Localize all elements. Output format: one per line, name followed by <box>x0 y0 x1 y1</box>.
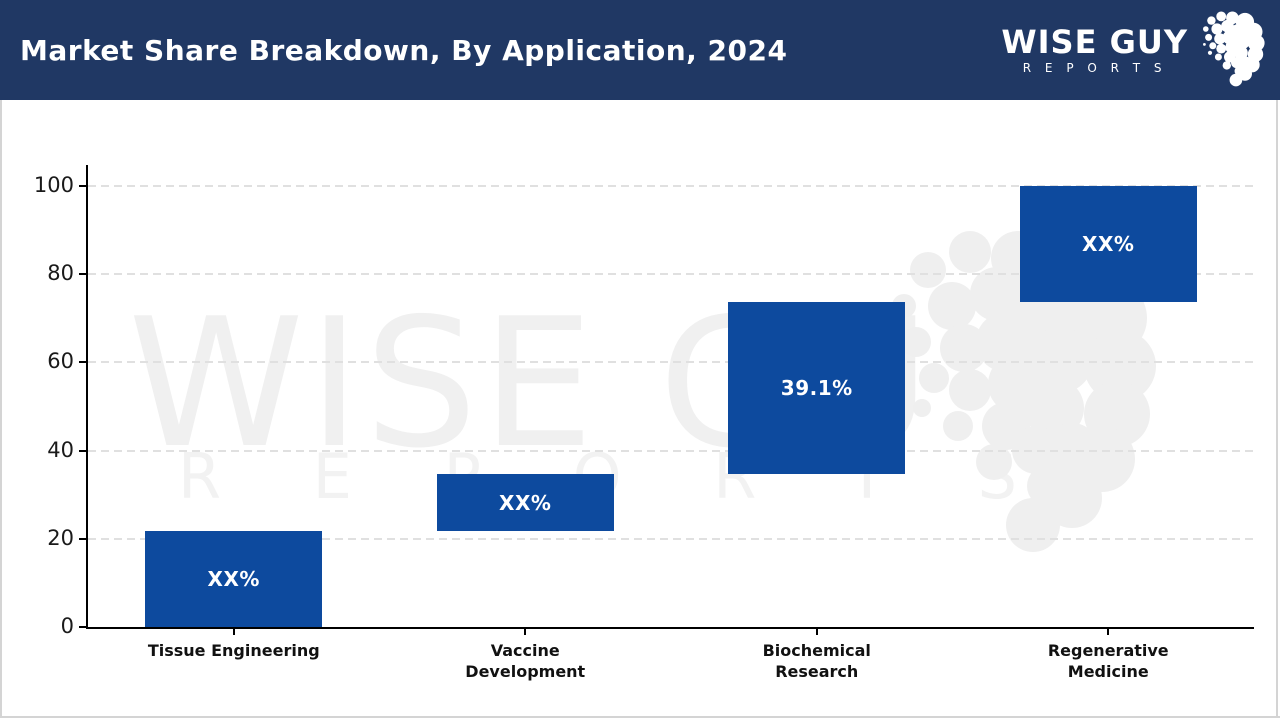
bar-biochemical-research: 39.1% <box>728 302 906 475</box>
x-axis-tick <box>1107 628 1110 635</box>
bar-value-label: XX% <box>1082 232 1135 257</box>
y-axis-tick <box>79 361 86 364</box>
bar-regenerative-medicine: XX% <box>1019 186 1197 303</box>
bar-value-label: XX% <box>499 490 552 515</box>
y-axis-tick-label: 40 <box>47 437 74 462</box>
logo-text: WISE GUY R E P O R T S <box>1001 25 1188 75</box>
gridline-80 <box>88 273 1254 276</box>
y-axis-tick-label: 60 <box>47 349 74 374</box>
bar-value-label: 39.1% <box>780 376 853 401</box>
y-axis-tick-label: 100 <box>33 173 74 198</box>
gridline-40 <box>88 449 1254 452</box>
page-border-right <box>1276 100 1278 717</box>
page-border-left <box>0 100 2 717</box>
logo-tagline: R E P O R T S <box>1022 61 1167 75</box>
gridline-60 <box>88 361 1254 364</box>
bar-value-label: XX% <box>207 567 260 592</box>
page-border-bottom <box>0 716 1280 718</box>
wise-guy-logo: WISE GUY R E P O R T S <box>1001 10 1266 90</box>
y-axis-tick-label: 0 <box>60 614 74 638</box>
x-axis-line <box>86 627 1254 629</box>
y-axis-tick <box>79 537 86 540</box>
bar-tissue-engineering: XX% <box>145 531 323 627</box>
x-axis-tick <box>232 628 235 635</box>
y-axis-tick-label: 80 <box>47 261 74 286</box>
logo-head-icon <box>1196 10 1266 90</box>
x-axis-label-tissue-engineering: Tissue Engineering <box>147 641 320 660</box>
x-axis-label-regenerative-medicine: Regenerative Medicine <box>1047 641 1169 681</box>
y-axis-tick <box>79 273 86 276</box>
x-axis-tick <box>815 628 818 635</box>
y-axis-line <box>86 165 88 629</box>
y-axis-tick <box>79 449 86 452</box>
logo-name: WISE GUY <box>1001 23 1188 61</box>
y-axis-tick <box>79 626 86 628</box>
y-axis-tick <box>79 185 86 188</box>
header: Market Share Breakdown, By Application, … <box>0 0 1280 100</box>
x-axis-label-vaccine-development: Vaccine Development <box>465 641 586 681</box>
gridline-100 <box>88 185 1254 188</box>
y-axis-tick-label: 20 <box>47 525 74 550</box>
x-axis-label-biochemical-research: Biochemical Research <box>762 641 871 681</box>
gridline-20 <box>88 537 1254 540</box>
bar-vaccine-development: XX% <box>436 474 614 531</box>
x-axis-tick <box>524 628 527 635</box>
page-title: Market Share Breakdown, By Application, … <box>20 33 788 67</box>
